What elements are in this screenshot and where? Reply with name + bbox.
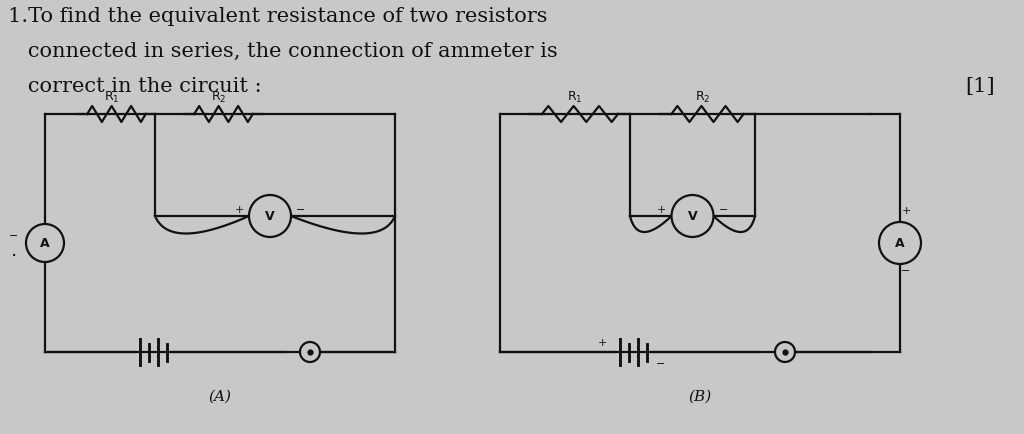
Text: (B): (B) [688, 389, 712, 403]
Text: A: A [895, 237, 905, 250]
Text: correct in the circuit :: correct in the circuit : [8, 77, 261, 96]
Text: R$_2$: R$_2$ [695, 90, 711, 105]
Text: V: V [688, 210, 697, 223]
Circle shape [249, 196, 291, 237]
Text: V: V [265, 210, 274, 223]
Text: +: + [656, 204, 667, 214]
Text: ·: · [11, 247, 17, 266]
Text: R$_2$: R$_2$ [211, 90, 226, 105]
Circle shape [300, 342, 319, 362]
Text: [1]: [1] [966, 77, 995, 96]
Text: 1.To find the equivalent resistance of two resistors: 1.To find the equivalent resistance of t… [8, 7, 548, 26]
Text: +: + [597, 337, 606, 347]
Text: −: − [9, 230, 18, 240]
Text: −: − [296, 204, 306, 214]
Circle shape [672, 196, 714, 237]
Circle shape [26, 224, 63, 263]
Circle shape [775, 342, 795, 362]
Text: −: − [901, 265, 910, 275]
Text: connected in series, the connection of ammeter is: connected in series, the connection of a… [8, 42, 558, 61]
Text: A: A [40, 237, 50, 250]
Text: +: + [901, 206, 910, 216]
Text: +: + [234, 204, 244, 214]
Text: (A): (A) [209, 389, 231, 403]
Text: −: − [719, 204, 728, 214]
Text: R$_1$: R$_1$ [567, 90, 583, 105]
Text: −: − [656, 358, 666, 368]
Text: R$_1$: R$_1$ [103, 90, 119, 105]
Circle shape [879, 223, 921, 264]
